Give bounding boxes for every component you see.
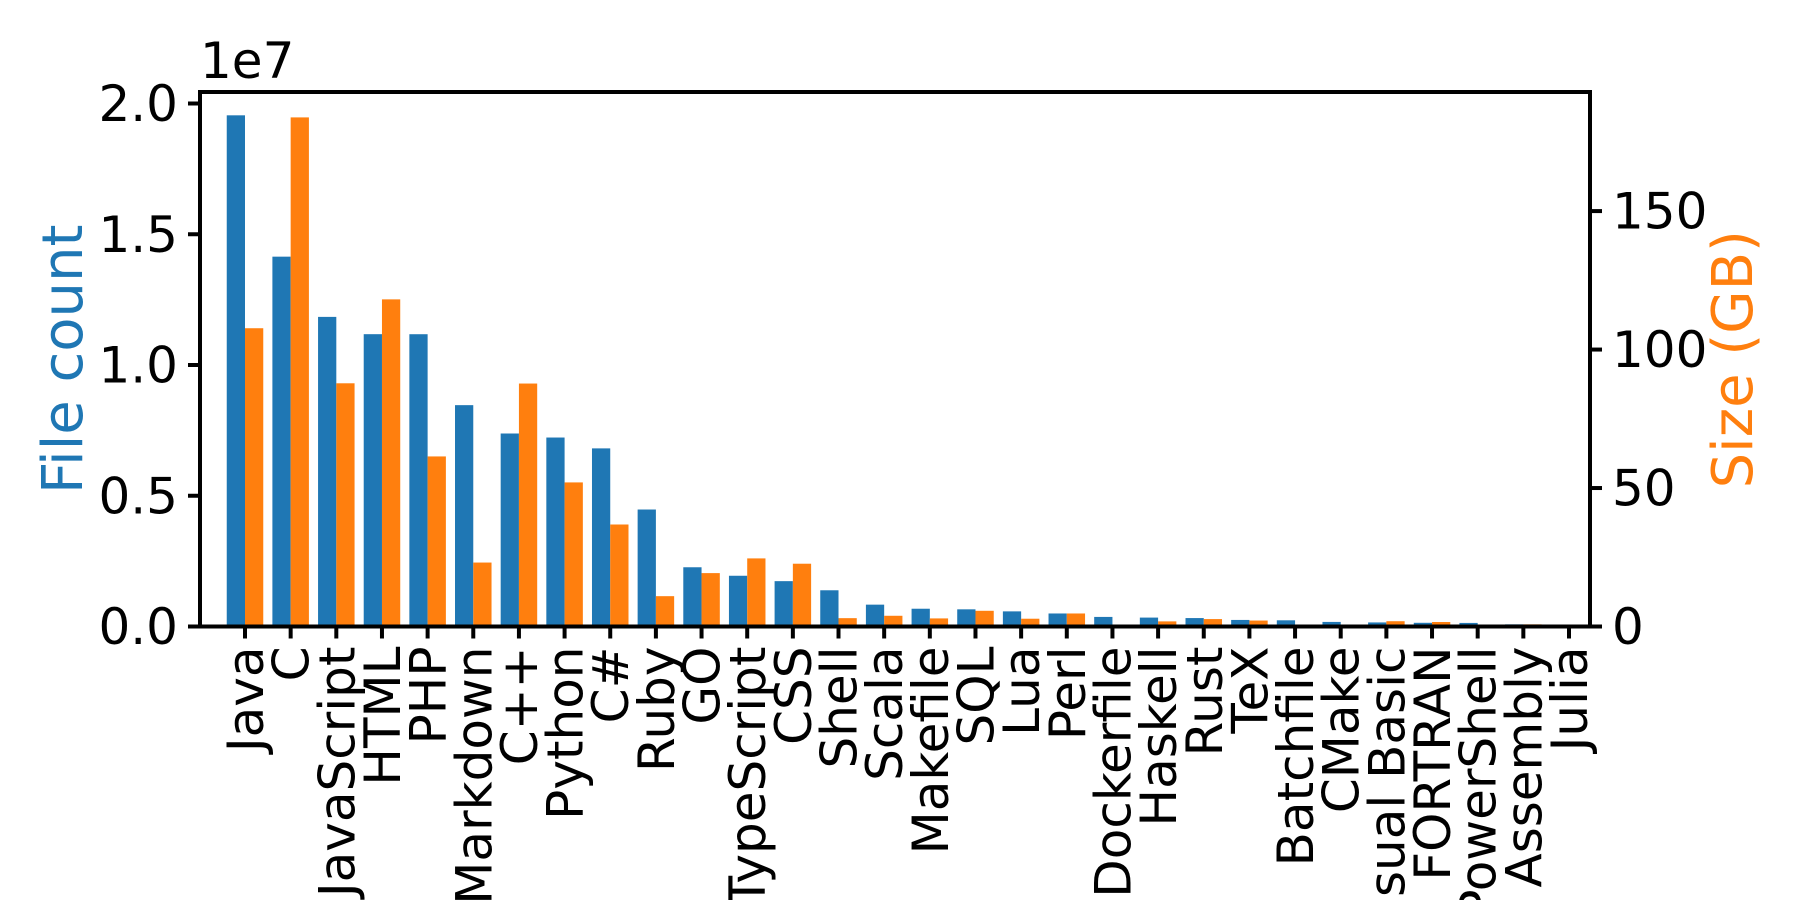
- bar-size-gb-Java: [245, 328, 264, 627]
- x-tick-label-C++: C++: [491, 647, 549, 766]
- x-tick-label-Python: Python: [537, 647, 595, 820]
- x-tick-label-Scala: Scala: [856, 646, 914, 780]
- x-tick-label-Ruby: Ruby: [628, 647, 686, 773]
- bar-file-count-CMake: [1322, 621, 1341, 627]
- bar-size-gb-Scala: [884, 615, 903, 627]
- x-tick-label-FORTRAN: FORTRAN: [1404, 647, 1462, 881]
- bar-size-gb-Visual Basic: [1386, 621, 1405, 627]
- x-tick-label-Haskell: Haskell: [1130, 647, 1188, 827]
- x-tick-label-TeX: TeX: [1221, 647, 1279, 735]
- bar-size-gb-C++: [518, 383, 538, 627]
- bar-file-count-TypeScript: [728, 575, 748, 627]
- bar-file-count-GO: [683, 567, 702, 627]
- bar-file-count-Python: [546, 437, 565, 627]
- bar-size-gb-Lua: [1021, 618, 1040, 627]
- right-tick-label: 0: [1612, 598, 1644, 656]
- right-tick-label: 50: [1612, 460, 1676, 518]
- x-tick-label-C#: C#: [582, 647, 640, 724]
- bar-file-count-Makefile: [911, 608, 930, 627]
- x-tick-label-JavaScript: JavaScript: [308, 647, 366, 900]
- bar-file-count-Rust: [1185, 618, 1204, 627]
- left-axis-label: File count: [31, 225, 96, 495]
- bar-size-gb-C: [290, 117, 309, 627]
- bar-size-gb-C#: [610, 524, 629, 627]
- left-tick-label: 0.5: [98, 467, 178, 525]
- bar-file-count-C++: [500, 433, 519, 627]
- bar-file-count-C: [272, 256, 291, 627]
- right-axis-label: Size (GB): [1701, 230, 1766, 488]
- right-tick-label: 100: [1612, 321, 1707, 379]
- x-tick-label-Shell: Shell: [811, 647, 869, 769]
- bar-size-gb-Haskell: [1158, 621, 1177, 627]
- x-tick-label-Makefile: Makefile: [902, 646, 960, 854]
- bar-size-gb-Markdown: [473, 562, 492, 627]
- bar-file-count-Shell: [820, 590, 839, 627]
- bar-size-gb-TypeScript: [747, 558, 766, 627]
- right-tick-label: 150: [1612, 183, 1707, 241]
- x-tick-label-Visual Basic: Visual Basic: [1358, 647, 1416, 900]
- bar-size-gb-GO: [701, 573, 720, 627]
- bar-file-count-PHP: [409, 334, 428, 627]
- x-tick-label-Dockerfile: Dockerfile: [1084, 647, 1142, 898]
- x-tick-label-TypeScript: TypeScript: [719, 647, 777, 900]
- bar-size-gb-HTML: [381, 299, 401, 627]
- x-tick-label-CMake: CMake: [1313, 647, 1371, 814]
- bar-size-gb-CSS: [792, 563, 812, 627]
- bar-size-gb-Shell: [838, 618, 857, 627]
- bar-size-gb-Makefile: [929, 618, 949, 627]
- left-tick-label: 2.0: [98, 75, 178, 133]
- bar-size-gb-Ruby: [655, 596, 675, 627]
- x-tick-label-Lua: Lua: [993, 647, 1051, 736]
- x-tick-label-GO: GO: [674, 647, 732, 725]
- bar-file-count-JavaScript: [318, 316, 337, 627]
- bar-file-count-C#: [591, 448, 611, 627]
- x-tick-label-Batchfile: Batchfile: [1267, 647, 1325, 867]
- bar-file-count-Dockerfile: [1094, 616, 1113, 627]
- x-tick-label-Markdown: Markdown: [445, 647, 503, 900]
- bar-size-gb-PHP: [427, 456, 446, 627]
- left-tick-label: 0.0: [98, 598, 178, 656]
- bar-file-count-Lua: [1002, 611, 1022, 627]
- bar-size-gb-TeX: [1249, 620, 1268, 627]
- bar-size-gb-SQL: [975, 610, 994, 627]
- bar-file-count-CSS: [774, 581, 793, 627]
- bar-file-count-Markdown: [455, 405, 474, 627]
- left-tick-label: 1.0: [98, 337, 178, 395]
- bar-file-count-Java: [226, 115, 245, 627]
- x-tick-label-SQL: SQL: [947, 646, 1005, 745]
- bar-file-count-SQL: [957, 609, 976, 627]
- bar-file-count-Visual Basic: [1368, 622, 1387, 627]
- bar-size-gb-Rust: [1203, 619, 1223, 627]
- bar-size-gb-Perl: [1066, 613, 1086, 627]
- x-tick-label-CSS: CSS: [765, 647, 823, 745]
- bar-file-count-Batchfile: [1276, 620, 1296, 627]
- x-tick-label-Rust: Rust: [1176, 647, 1234, 757]
- bar-file-count-Scala: [865, 604, 885, 627]
- x-tick-label-Perl: Perl: [1039, 647, 1097, 741]
- x-tick-label-PowerShell: PowerShell: [1450, 647, 1508, 900]
- x-tick-label-Julia: Julia: [1541, 647, 1599, 755]
- bar-size-gb-FORTRAN: [1432, 622, 1451, 627]
- left-axis-offset-text: 1e7: [200, 32, 294, 90]
- x-tick-label-HTML: HTML: [354, 646, 412, 785]
- left-tick-label: 1.5: [98, 206, 178, 264]
- bar-file-count-Haskell: [1139, 617, 1159, 627]
- bar-file-count-Ruby: [637, 509, 656, 627]
- bar-size-gb-Python: [564, 482, 583, 627]
- bar-size-gb-JavaScript: [336, 383, 355, 627]
- x-tick-label-Java: Java: [217, 647, 275, 756]
- bar-file-count-Perl: [1048, 613, 1067, 627]
- x-tick-label-Assembly: Assembly: [1495, 647, 1553, 888]
- bar-file-count-TeX: [1231, 619, 1250, 627]
- bar-file-count-HTML: [363, 334, 382, 627]
- x-tick-label-C: C: [263, 647, 321, 682]
- x-tick-label-PHP: PHP: [400, 647, 458, 745]
